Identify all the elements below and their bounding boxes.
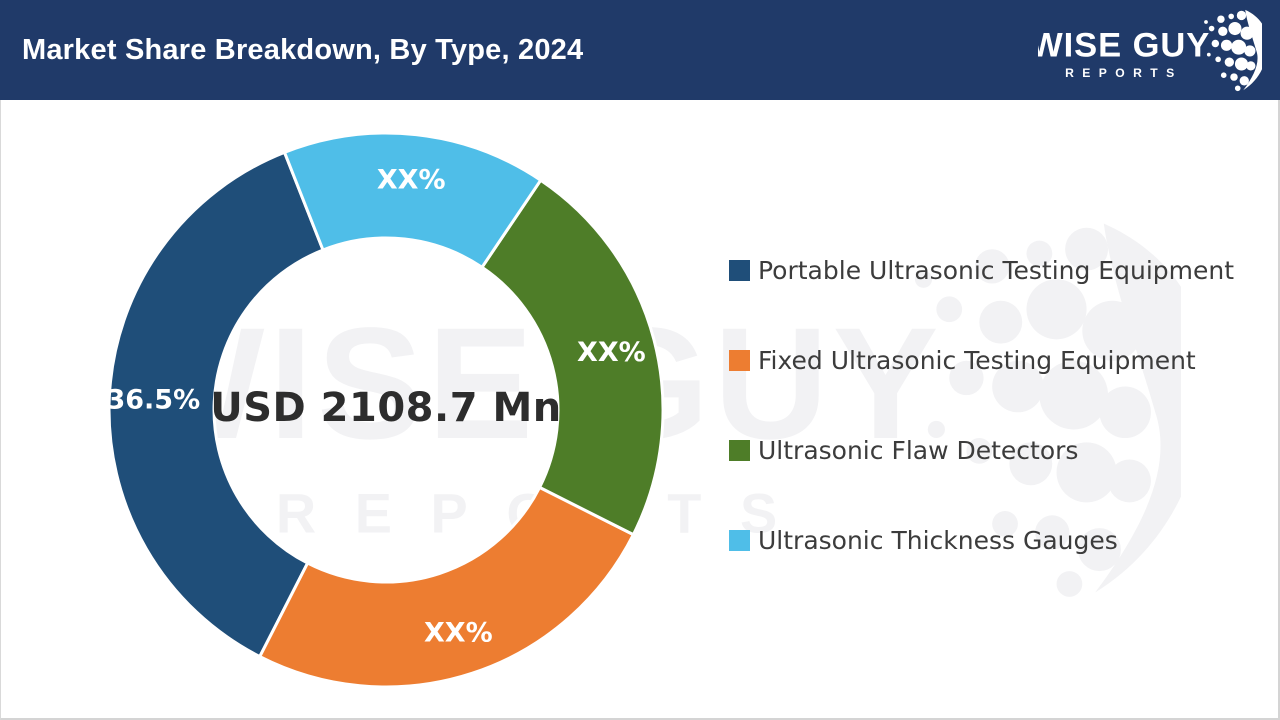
chart-area: 36.5% XX% XX% XX% USD 2108.7 Mn Portable Ul…: [0, 100, 1280, 720]
page-title: Market Share Breakdown, By Type, 2024: [22, 33, 584, 66]
legend-swatch-icon: [729, 529, 750, 551]
slice-pct-label: XX%: [377, 164, 446, 195]
legend-label: Ultrasonic Thickness Gauges: [758, 525, 1118, 555]
legend-item: Portable Ultrasonic Testing Equipment: [729, 255, 1235, 285]
legend-item: Ultrasonic Thickness Gauges: [729, 525, 1234, 555]
legend-swatch-icon: [729, 349, 750, 371]
wise-guy-reports-logo: [1034, 8, 1266, 92]
legend-label: Ultrasonic Flaw Detectors: [758, 435, 1079, 465]
chart-legend: Portable Ultrasonic Testing Equipment Fi…: [729, 255, 1235, 555]
legend-label: Fixed Ultrasonic Testing Equipment: [758, 345, 1196, 375]
header-bar: Market Share Breakdown, By Type, 2024: [0, 0, 1280, 100]
legend-item: Fixed Ultrasonic Testing Equipment: [729, 345, 1234, 375]
slice-pct-label: XX%: [424, 618, 493, 649]
donut-center-value: USD 2108.7 Mn: [210, 385, 562, 431]
legend-swatch-icon: [729, 259, 750, 281]
legend-swatch-icon: [729, 439, 750, 461]
legend-label: Portable Ultrasonic Testing Equipment: [758, 255, 1235, 285]
slice-fixed-ultrasonic-testing-equipment: [258, 485, 635, 689]
slice-pct-label: XX%: [577, 337, 646, 368]
legend-item: Ultrasonic Flaw Detectors: [729, 435, 1234, 465]
